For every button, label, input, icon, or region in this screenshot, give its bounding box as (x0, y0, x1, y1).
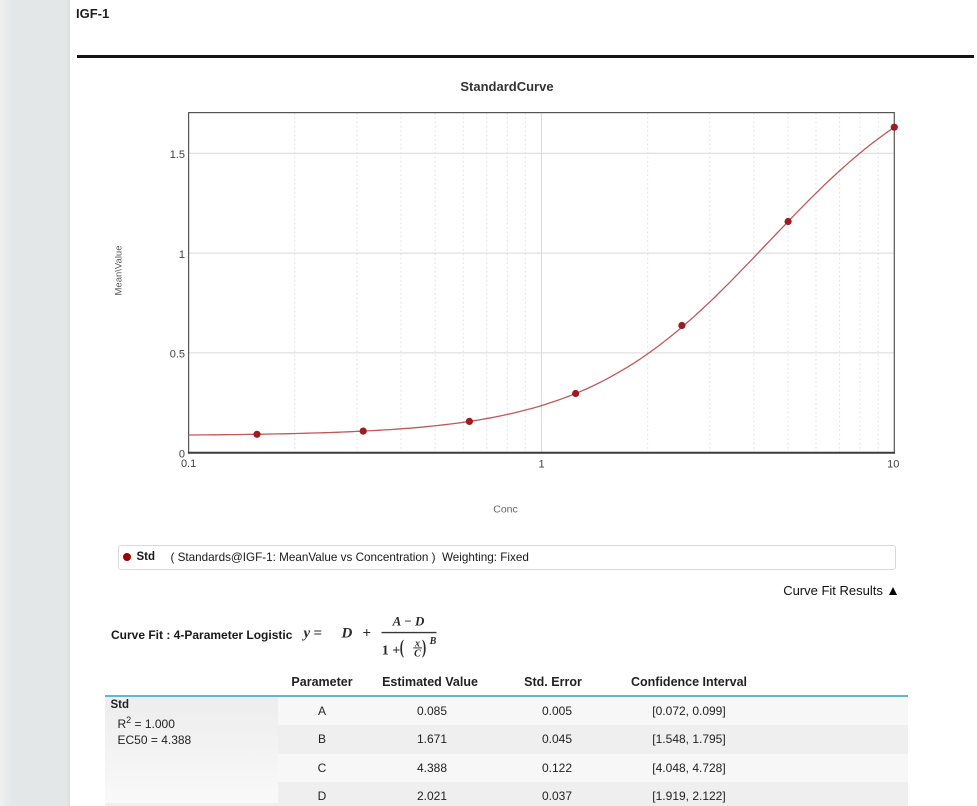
svg-text:Conc: Conc (493, 504, 518, 516)
svg-text:Mean\Value: Mean\Value (113, 246, 124, 296)
svg-text:0.5: 0.5 (170, 349, 185, 361)
svg-text:0.1: 0.1 (181, 458, 196, 470)
svg-text:A − D: A − D (392, 614, 425, 629)
svg-text:1.5: 1.5 (170, 149, 185, 161)
svg-text:x: x (414, 639, 420, 650)
svg-text:C: C (414, 649, 421, 660)
svg-text:10: 10 (887, 458, 899, 470)
svg-text:1: 1 (179, 249, 185, 261)
svg-text:+: + (363, 626, 372, 642)
svg-text:1 +: 1 + (382, 643, 401, 658)
svg-text:D: D (341, 626, 353, 642)
svg-text:): ) (422, 636, 426, 659)
svg-text:1: 1 (538, 458, 544, 470)
svg-text:B: B (429, 636, 437, 647)
svg-text:y: y (302, 626, 311, 642)
svg-text:0: 0 (179, 448, 185, 460)
svg-text:=: = (314, 626, 323, 642)
svg-text:(: ( (400, 636, 405, 659)
